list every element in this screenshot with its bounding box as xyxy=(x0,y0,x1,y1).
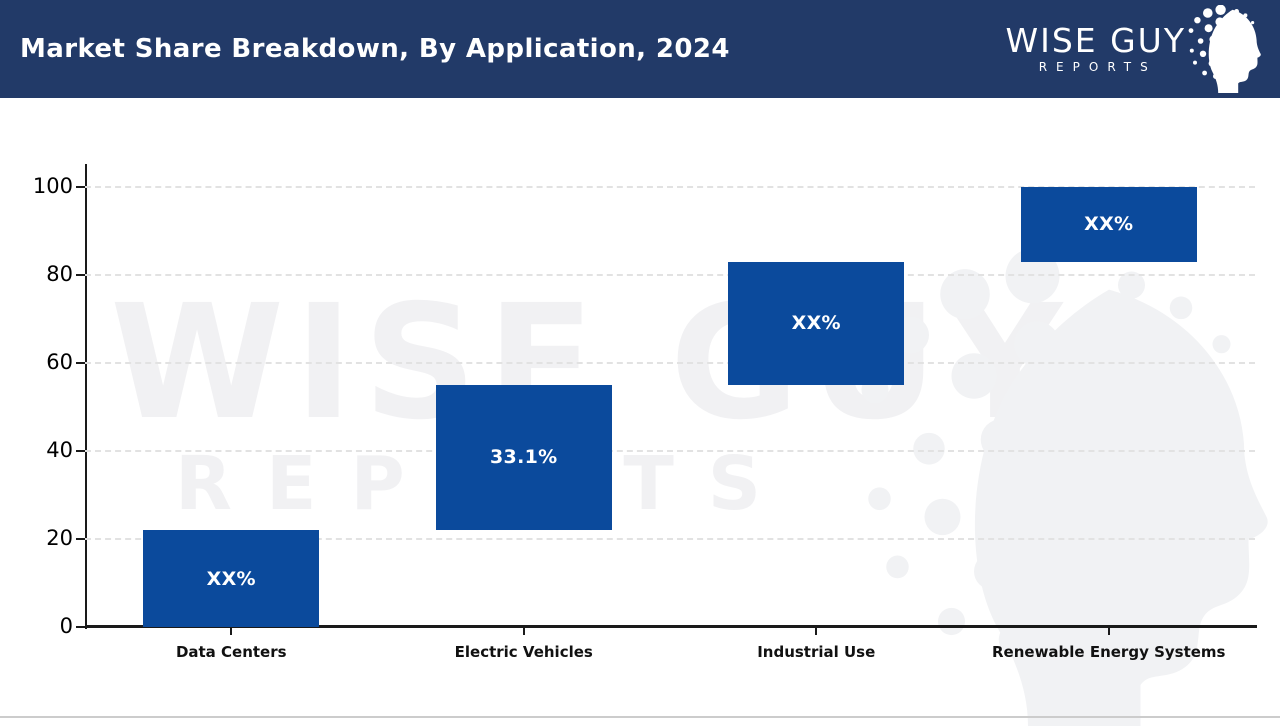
bar-value-label-3: XX% xyxy=(1084,213,1134,236)
x-tick-mark-0 xyxy=(230,628,233,635)
x-tick-mark-1 xyxy=(522,628,525,635)
logo-wordmark: WISE GUY xyxy=(1005,21,1186,60)
bar-value-label-2: XX% xyxy=(791,312,841,335)
y-tick-mark-60 xyxy=(76,362,85,364)
header-bar: Market Share Breakdown, By Application, … xyxy=(0,0,1280,98)
watermark-head-icon xyxy=(861,248,1268,726)
logo-text: WISE GUY REPORTS xyxy=(1005,21,1186,75)
gridline-80 xyxy=(85,274,1255,276)
y-tick-label-0: 0 xyxy=(59,614,73,638)
x-category-label-2: Industrial Use xyxy=(757,643,876,661)
y-tick-mark-0 xyxy=(76,626,85,628)
bar-value-label-1: 33.1% xyxy=(490,446,558,469)
y-tick-label-40: 40 xyxy=(46,438,73,462)
bottom-border xyxy=(0,716,1280,718)
gridline-60 xyxy=(85,362,1255,364)
gridline-100 xyxy=(85,186,1255,188)
x-category-label-0: Data Centers xyxy=(175,643,287,661)
y-tick-label-20: 20 xyxy=(46,526,73,550)
logo-head-icon xyxy=(1188,5,1261,93)
bar-value-label-0: XX% xyxy=(206,567,256,590)
bar-0: XX% xyxy=(143,530,320,627)
y-tick-mark-40 xyxy=(76,450,85,452)
wise-guy-reports-logo: WISE GUY REPORTS xyxy=(1005,5,1266,93)
x-category-label-1: Electric Vehicles xyxy=(454,643,593,661)
x-tick-mark-3 xyxy=(1107,628,1110,635)
y-tick-mark-80 xyxy=(76,274,85,276)
x-tick-mark-2 xyxy=(815,628,818,635)
y-tick-mark-20 xyxy=(76,538,85,540)
bar-2: XX% xyxy=(728,261,905,385)
logo-subtitle: REPORTS xyxy=(1038,60,1157,74)
y-axis xyxy=(85,164,87,629)
x-category-label-3: Renewable Energy Systems xyxy=(992,643,1226,661)
gridline-40 xyxy=(85,450,1255,452)
gridline-20 xyxy=(85,538,1255,540)
bar-1: 33.1% xyxy=(435,384,612,531)
page-title: Market Share Breakdown, By Application, … xyxy=(20,34,730,64)
x-axis xyxy=(85,625,1257,628)
y-tick-label-80: 80 xyxy=(46,262,73,286)
y-tick-mark-100 xyxy=(76,186,85,188)
y-tick-label-100: 100 xyxy=(32,174,73,198)
y-tick-label-60: 60 xyxy=(46,350,73,374)
bar-3: XX% xyxy=(1020,187,1197,262)
plot-area: 0 20 40 60 80 100 XX% Data Centers 33.1% Electric… xyxy=(33,164,1257,661)
